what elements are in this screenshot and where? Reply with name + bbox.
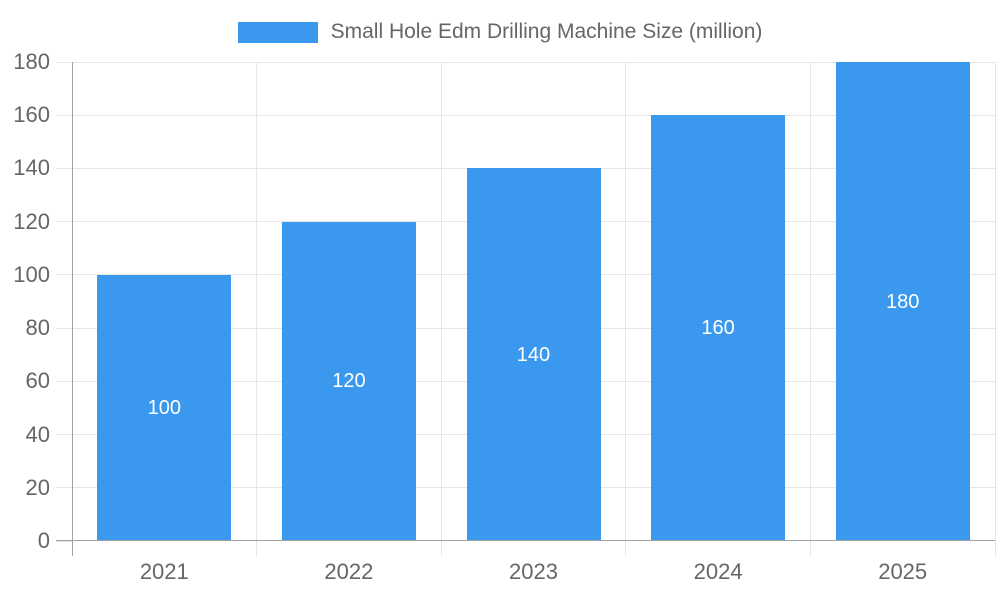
x-tick-label: 2024 xyxy=(693,559,743,584)
bar[interactable] xyxy=(835,62,970,541)
bar[interactable] xyxy=(651,115,786,541)
x-axis-tick xyxy=(809,541,811,556)
gridline-vertical xyxy=(809,62,811,541)
y-tick-label: 120 xyxy=(13,208,50,234)
y-tick-label: 40 xyxy=(25,421,50,447)
y-axis-tick xyxy=(56,274,72,276)
x-axis-tick xyxy=(440,541,442,556)
plot-area: 0 20 40 60 80 100 120 140 160 180 2021 100 2022 120 20… xyxy=(13,51,996,583)
y-axis-tick xyxy=(56,327,72,329)
y-tick-label: 180 xyxy=(13,49,50,74)
y-axis-tick xyxy=(56,487,72,489)
y-axis-line xyxy=(71,62,73,556)
legend-item[interactable]: Small Hole Edm Drilling Machine Size (mi… xyxy=(0,21,1000,43)
gridline-vertical xyxy=(256,62,258,541)
y-tick-label: 160 xyxy=(13,102,50,128)
legend-label: Small Hole Edm Drilling Machine Size (mi… xyxy=(330,20,763,43)
x-axis-tick xyxy=(256,541,258,556)
y-axis-tick xyxy=(56,114,72,116)
y-tick-label: 140 xyxy=(13,155,50,181)
y-axis-tick xyxy=(56,380,72,382)
x-axis-tick xyxy=(625,541,627,556)
y-tick-label: 100 xyxy=(13,261,50,287)
x-axis-line xyxy=(56,540,995,541)
bar[interactable] xyxy=(97,274,232,541)
y-tick-label: 0 xyxy=(37,528,50,553)
bar[interactable] xyxy=(281,221,416,541)
x-axis-tick xyxy=(994,541,996,556)
y-tick-label: 20 xyxy=(25,474,50,500)
y-axis-tick xyxy=(56,61,72,63)
y-axis-tick xyxy=(56,540,72,542)
gridline-horizontal xyxy=(72,61,995,63)
x-tick-label: 2021 xyxy=(139,559,189,584)
gridline-horizontal xyxy=(72,114,995,116)
y-tick-label: 60 xyxy=(25,368,50,394)
x-tick-label: 2025 xyxy=(878,559,928,584)
y-axis-tick xyxy=(56,434,72,436)
y-axis-tick xyxy=(56,221,72,223)
gridline-vertical xyxy=(994,62,996,541)
gridline-vertical xyxy=(440,62,442,541)
y-tick-label: 80 xyxy=(25,315,50,341)
gridline-vertical xyxy=(625,62,627,541)
x-tick-label: 2023 xyxy=(509,559,558,584)
x-tick-label: 2022 xyxy=(324,559,374,584)
legend-color-swatch xyxy=(237,21,318,43)
y-axis-tick xyxy=(56,167,72,169)
bar[interactable] xyxy=(466,168,601,541)
